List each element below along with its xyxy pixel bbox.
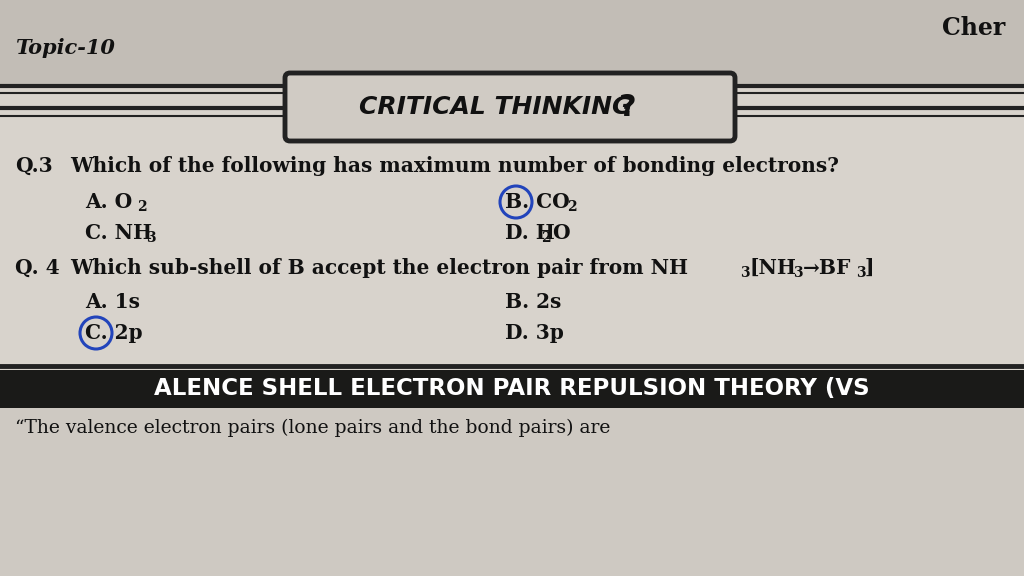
- Text: Q. 4: Q. 4: [15, 258, 59, 278]
- Text: CRITICAL THINKING: CRITICAL THINKING: [358, 95, 641, 119]
- FancyBboxPatch shape: [0, 0, 1024, 88]
- FancyBboxPatch shape: [0, 408, 1024, 576]
- Text: 3: 3: [793, 266, 803, 280]
- Text: Cher: Cher: [942, 16, 1005, 40]
- Text: D. H: D. H: [505, 223, 555, 243]
- Text: Topic-10: Topic-10: [15, 38, 115, 58]
- FancyBboxPatch shape: [0, 370, 1024, 408]
- Text: 3: 3: [146, 231, 156, 245]
- Text: ]: ]: [865, 258, 874, 278]
- Text: [NH: [NH: [750, 258, 797, 278]
- Text: D. 3p: D. 3p: [505, 323, 564, 343]
- Text: Q.3: Q.3: [15, 156, 52, 176]
- Text: 2: 2: [567, 200, 577, 214]
- Text: C. 2p: C. 2p: [85, 323, 142, 343]
- Text: O: O: [552, 223, 569, 243]
- Text: 2: 2: [541, 231, 551, 245]
- Text: ALENCE SHELL ELECTRON PAIR REPULSION THEORY (VS: ALENCE SHELL ELECTRON PAIR REPULSION THE…: [155, 377, 869, 400]
- Text: Which of the following has maximum number of bonding electrons?: Which of the following has maximum numbe…: [70, 156, 839, 176]
- Text: 2: 2: [137, 200, 146, 214]
- Text: B. 2s: B. 2s: [505, 292, 561, 312]
- Text: Which sub-shell of B accept the electron pair from NH: Which sub-shell of B accept the electron…: [70, 258, 688, 278]
- Text: A. 1s: A. 1s: [85, 292, 140, 312]
- FancyBboxPatch shape: [0, 86, 1024, 576]
- Text: A. O: A. O: [85, 192, 132, 212]
- Text: C. NH: C. NH: [85, 223, 152, 243]
- FancyBboxPatch shape: [285, 73, 735, 141]
- Text: ?: ?: [620, 93, 637, 122]
- Text: “The valence electron pairs (lone pairs and the bond pairs) are: “The valence electron pairs (lone pairs …: [15, 419, 610, 437]
- Text: 3: 3: [856, 266, 865, 280]
- Text: B. CO: B. CO: [505, 192, 569, 212]
- Text: 3: 3: [740, 266, 750, 280]
- Text: →BF: →BF: [803, 258, 851, 278]
